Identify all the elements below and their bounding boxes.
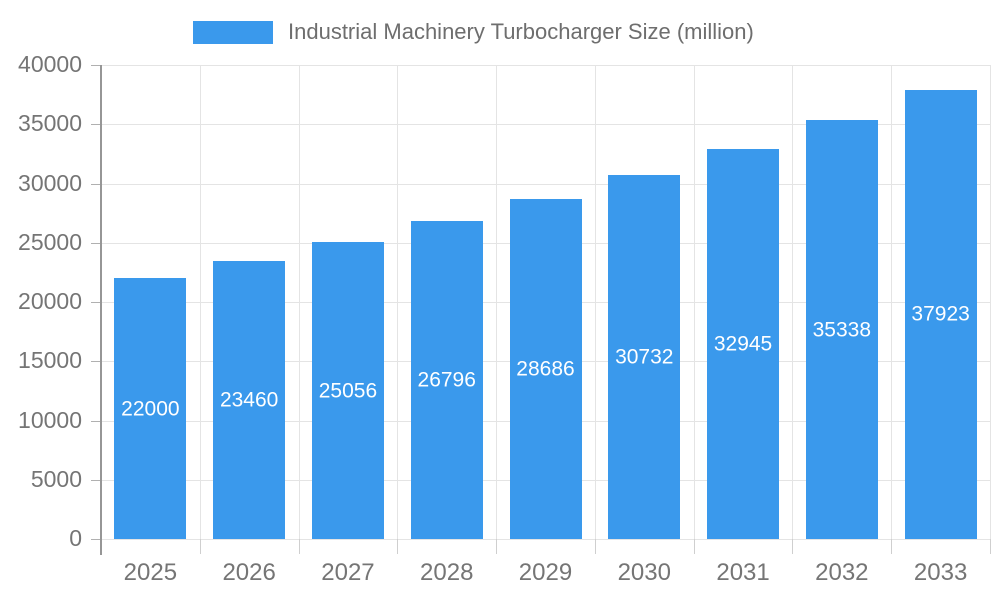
- legend-label: Industrial Machinery Turbocharger Size (…: [288, 19, 754, 44]
- x-tick-label: 2033: [913, 559, 968, 586]
- x-gridline: [891, 65, 893, 539]
- y-tick-label: 20000: [18, 288, 82, 315]
- bar[interactable]: [311, 242, 384, 539]
- bar-value-label: 25056: [318, 379, 378, 403]
- bar-value-label: 22000: [121, 397, 180, 421]
- y-axis-tick: [91, 302, 101, 303]
- x-axis-tick: [496, 539, 498, 554]
- x-gridline: [496, 65, 498, 539]
- x-axis-tick: [693, 539, 695, 554]
- bar[interactable]: [805, 120, 878, 539]
- bar-value-label: 23460: [219, 388, 279, 412]
- x-gridline: [693, 65, 695, 539]
- y-tick-label: 35000: [18, 110, 82, 137]
- bar[interactable]: [904, 89, 977, 539]
- y-axis-tick: [91, 124, 101, 126]
- bar-value-label: 32945: [713, 332, 773, 356]
- x-axis-tick: [594, 539, 596, 554]
- x-tick-label: 2030: [617, 559, 671, 586]
- x-axis-tick: [792, 539, 794, 554]
- x-gridline: [298, 65, 300, 539]
- bar[interactable]: [213, 260, 286, 539]
- bar-value-label: 37923: [911, 302, 970, 326]
- legend[interactable]: Industrial Machinery Turbocharger Size (…: [193, 17, 754, 47]
- y-tick-label: 25000: [18, 228, 82, 255]
- y-axis-line: [100, 65, 102, 555]
- x-tick-label: 2025: [123, 559, 178, 586]
- y-axis-tick: [91, 65, 101, 66]
- x-gridline: [990, 65, 991, 539]
- y-tick-label: 30000: [18, 169, 82, 196]
- x-gridline: [199, 65, 201, 539]
- bar[interactable]: [114, 278, 187, 539]
- bar-value-label: 30732: [615, 345, 674, 369]
- x-axis-tick: [990, 539, 991, 554]
- x-tick-label: 2028: [420, 559, 474, 586]
- x-gridline: [594, 65, 596, 539]
- bar-value-label: 26796: [417, 368, 476, 392]
- y-gridline: [101, 65, 990, 66]
- y-axis-tick: [91, 242, 101, 244]
- y-gridline: [101, 183, 990, 185]
- y-axis-tick: [91, 479, 101, 481]
- bar-value-label: 28686: [516, 357, 575, 381]
- x-tick-label: 2029: [518, 559, 573, 586]
- y-axis-tick: [91, 539, 101, 540]
- x-gridline: [397, 65, 399, 539]
- y-axis-tick: [91, 420, 101, 422]
- y-axis-tick: [91, 183, 101, 185]
- x-axis-tick: [891, 539, 893, 554]
- bar[interactable]: [707, 148, 780, 539]
- y-tick-label: 40000: [18, 51, 82, 78]
- y-tick-label: 0: [69, 525, 82, 552]
- y-gridline: [101, 124, 990, 126]
- y-tick-label: 10000: [18, 406, 82, 433]
- x-tick-label: 2027: [321, 559, 375, 586]
- y-axis-tick: [91, 361, 101, 363]
- bar[interactable]: [608, 174, 681, 539]
- x-axis-tick: [199, 539, 201, 554]
- x-axis-tick: [397, 539, 399, 554]
- x-gridline: [792, 65, 794, 539]
- legend-swatch: [193, 20, 273, 44]
- bar[interactable]: [509, 199, 582, 539]
- x-axis-tick: [298, 539, 300, 554]
- y-tick-label: 5000: [30, 465, 82, 492]
- x-tick-label: 2031: [716, 559, 770, 586]
- bar-value-label: 35338: [812, 318, 872, 342]
- y-gridline: [101, 539, 990, 540]
- y-tick-label: 15000: [18, 347, 82, 374]
- x-tick-label: 2026: [222, 559, 276, 586]
- x-tick-label: 2032: [815, 559, 869, 586]
- bar[interactable]: [410, 221, 483, 539]
